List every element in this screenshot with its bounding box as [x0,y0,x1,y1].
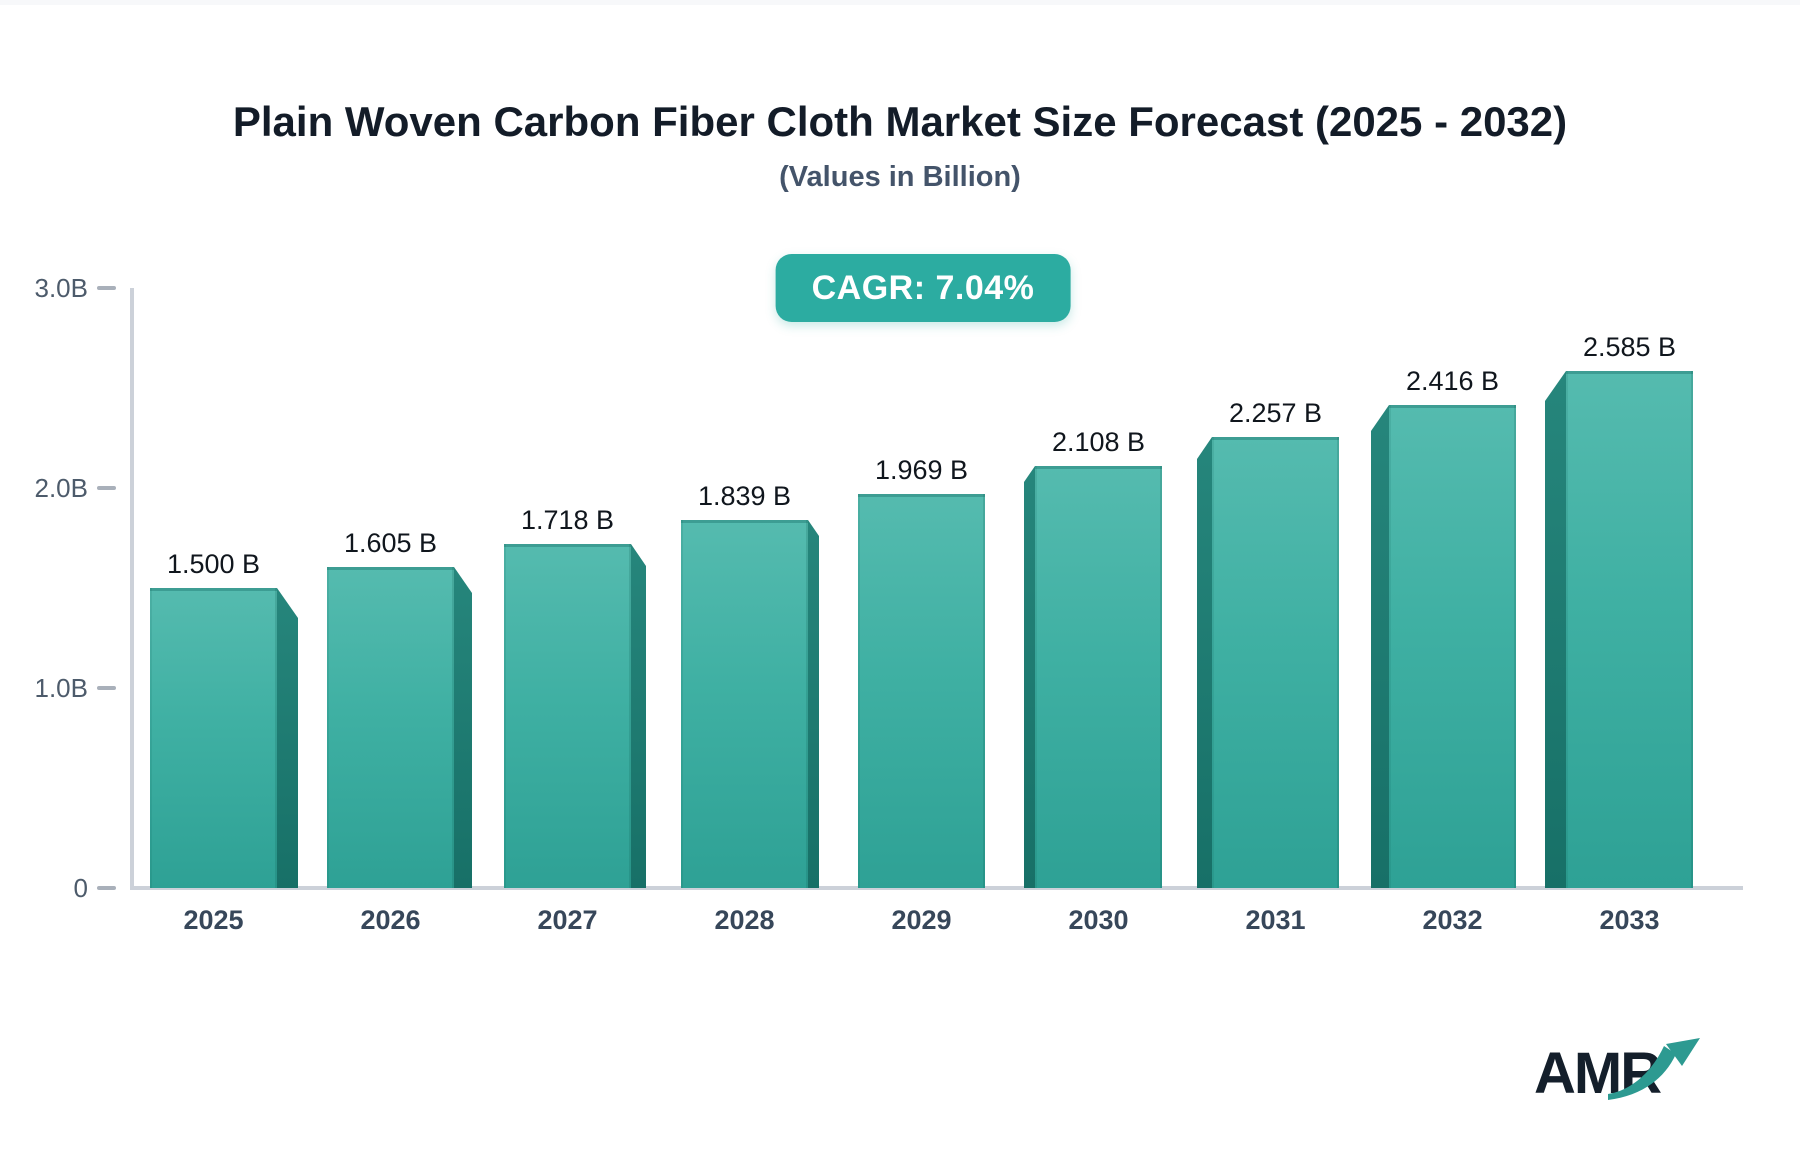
x-axis-label: 2026 [360,905,421,935]
y-axis-tick-label: 1.0B [34,673,89,703]
x-axis-label: 2032 [1422,905,1483,935]
y-axis-tick-mark [97,886,116,890]
y-axis-line [130,288,134,890]
bar-value-label: 2.416 B [1405,366,1500,396]
x-axis-label: 2028 [714,905,775,935]
chart-title: Plain Woven Carbon Fiber Cloth Market Si… [232,98,1568,145]
bar [327,567,454,888]
x-axis-line [130,886,1743,890]
y-axis-tick-label: 0 [73,873,88,903]
bar [1035,466,1162,888]
bar [1566,371,1693,888]
top-border-strip [0,0,1800,5]
y-axis-tick-mark [97,486,116,490]
x-axis-label: 2033 [1599,905,1660,935]
y-axis-tick-mark [97,286,116,290]
amr-logo-text: AMR [1534,1041,1662,1106]
bar-value-label: 1.500 B [166,549,261,579]
bar [1212,437,1339,888]
bar-side-face [808,520,819,888]
bar-side-face [1197,437,1212,888]
bar [681,520,808,888]
bar-value-label: 1.969 B [874,455,969,485]
bar [504,544,631,888]
x-axis-label: 2025 [183,905,244,935]
bar-value-label: 1.605 B [343,528,438,558]
growth-arrow-icon [1608,1038,1700,1100]
y-axis-tick-label: 2.0B [34,473,89,503]
x-axis-label: 2031 [1245,905,1306,935]
bar-side-face [1371,405,1389,888]
bar-value-label: 1.718 B [520,505,615,535]
amr-logo: AMR [1534,1038,1700,1107]
x-axis-label: 2027 [537,905,598,935]
bar-side-face [277,588,298,888]
bar-value-label: 2.108 B [1051,427,1146,457]
bar-side-face [631,544,646,888]
chart-subtitle: (Values in Billion) [779,161,1021,193]
x-axis-label: 2029 [891,905,952,935]
x-axis-label: 2030 [1068,905,1129,935]
y-axis-tick-mark [97,686,116,690]
bar-side-face [1024,466,1035,888]
cagr-badge: CAGR: 7.04% [775,254,1071,322]
bar-value-label: 2.257 B [1228,398,1323,428]
bar-side-face [454,567,472,888]
bar-value-label: 1.839 B [697,481,792,511]
y-axis-tick-label: 3.0B [34,273,89,303]
bar-side-face [1545,371,1566,888]
bar [150,588,277,888]
bar-value-label: 2.585 B [1582,332,1677,362]
bar [1389,405,1516,888]
bar [858,494,985,888]
